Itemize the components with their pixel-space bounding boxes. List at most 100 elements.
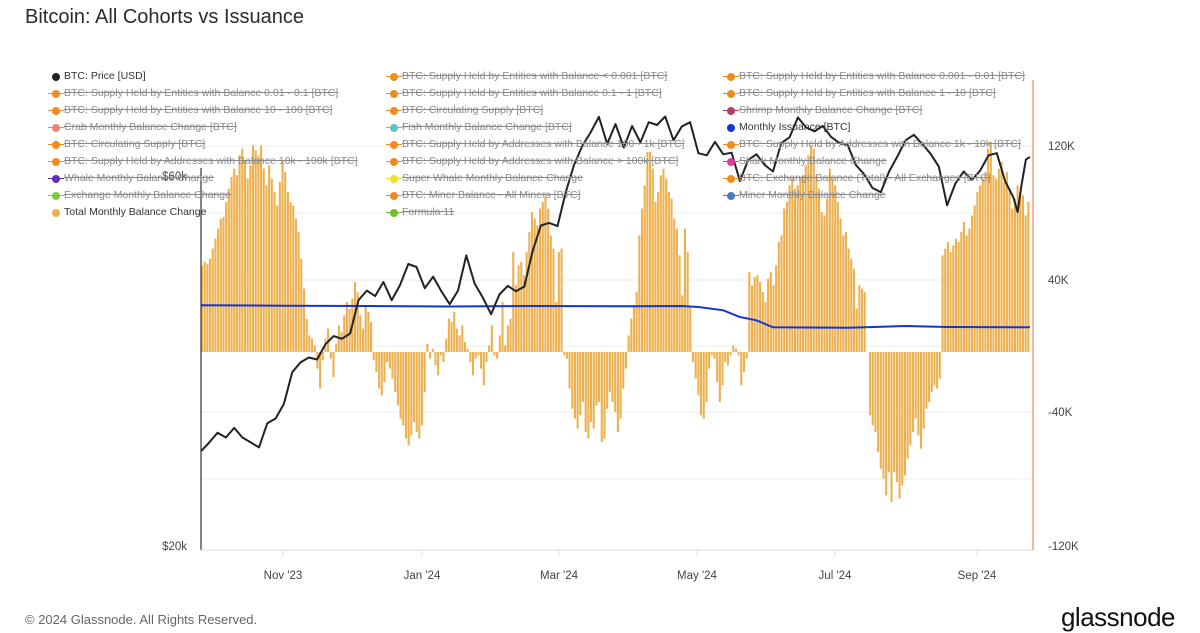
bar bbox=[871, 352, 874, 426]
legend-marker-icon bbox=[723, 174, 739, 183]
bar bbox=[810, 145, 813, 352]
bar bbox=[944, 248, 947, 352]
bar bbox=[691, 352, 695, 362]
legend-item[interactable]: Formula 11 bbox=[386, 204, 684, 221]
bar bbox=[1011, 208, 1014, 352]
legend-marker-icon bbox=[48, 89, 64, 98]
legend-marker-icon bbox=[386, 72, 402, 81]
bar bbox=[348, 308, 351, 352]
legend-item[interactable]: BTC: Supply Held by Addresses with Balan… bbox=[386, 153, 684, 170]
legend-item[interactable]: BTC: Supply Held by Addresses with Balan… bbox=[48, 153, 358, 170]
bar bbox=[533, 218, 536, 352]
bar bbox=[801, 175, 805, 352]
bar bbox=[402, 352, 405, 426]
bar bbox=[294, 218, 297, 352]
bar bbox=[694, 352, 697, 379]
bar bbox=[882, 352, 885, 479]
legend-item[interactable]: BTC: Circulating Supply [BTC] bbox=[48, 136, 358, 153]
bar bbox=[917, 352, 920, 436]
bar bbox=[404, 352, 407, 439]
bar bbox=[238, 155, 241, 352]
bar bbox=[1003, 182, 1006, 352]
legend-marker-icon bbox=[723, 72, 739, 81]
legend-item[interactable]: Exchange Monthly Balance Change bbox=[48, 187, 358, 204]
bar bbox=[426, 343, 429, 352]
bar bbox=[957, 242, 960, 352]
legend-item[interactable]: BTC: Circulating Supply [BTC] bbox=[386, 102, 684, 119]
bar bbox=[665, 178, 668, 352]
x-tick-label: May '24 bbox=[677, 570, 718, 582]
legend-item[interactable]: Fish Monthly Balance Change [BTC] bbox=[386, 119, 684, 136]
bar bbox=[378, 352, 381, 389]
bar bbox=[820, 212, 823, 352]
legend-item[interactable]: BTC: Supply Held by Entities with Balanc… bbox=[723, 68, 1025, 85]
bar bbox=[860, 288, 864, 352]
legend-item[interactable]: Super Whale Monthly Balance Change bbox=[386, 170, 684, 187]
legend-label: Super Whale Monthly Balance Change bbox=[402, 172, 583, 184]
legend-label: BTC: Supply Held by Addresses with Balan… bbox=[402, 138, 685, 150]
bar bbox=[496, 352, 499, 359]
bar bbox=[361, 328, 365, 352]
legend-item[interactable]: Total Monthly Balance Change bbox=[52, 204, 358, 221]
bar bbox=[254, 150, 257, 352]
legend-item[interactable]: Shrimp Monthly Balance Change [BTC] bbox=[723, 102, 1025, 119]
bar bbox=[547, 208, 550, 352]
legend-label: BTC: Supply Held by Entities with Balanc… bbox=[402, 87, 662, 99]
bar bbox=[265, 185, 268, 352]
bar bbox=[925, 352, 928, 409]
legend-item[interactable]: BTC: Supply Held by Entities with Balanc… bbox=[723, 85, 1025, 102]
bar bbox=[989, 142, 992, 352]
right-y-tick-label: 40K bbox=[1048, 275, 1069, 287]
bar bbox=[512, 252, 515, 352]
legend-label: Shark Monthly Balance Change bbox=[739, 155, 887, 167]
bar bbox=[842, 235, 845, 352]
bar bbox=[447, 318, 450, 352]
bar bbox=[257, 155, 260, 352]
bar bbox=[659, 175, 662, 352]
legend-item[interactable]: Shark Monthly Balance Change bbox=[723, 153, 1025, 170]
legend-item[interactable]: Crab Monthly Balance Change [BTC] bbox=[48, 119, 358, 136]
bar bbox=[828, 168, 831, 352]
bar bbox=[375, 352, 378, 372]
bar bbox=[555, 302, 558, 352]
legend-item[interactable]: Miner Monthly Balance Change bbox=[723, 187, 1025, 204]
bar bbox=[938, 352, 941, 379]
legend-marker-icon bbox=[723, 191, 739, 200]
bar bbox=[777, 242, 780, 352]
legend-item[interactable]: Monthly Issuance [BTC] bbox=[727, 119, 1025, 136]
legend-item[interactable]: BTC: Supply Held by Entities with Balanc… bbox=[386, 68, 684, 85]
bar bbox=[549, 235, 552, 352]
bar bbox=[614, 352, 617, 412]
legend-marker-icon bbox=[386, 89, 402, 98]
legend-label: BTC: Supply Held by Entities with Balanc… bbox=[739, 70, 1025, 82]
legend-item[interactable]: BTC: Supply Held by Addresses with Balan… bbox=[386, 136, 685, 153]
bar bbox=[839, 218, 842, 352]
legend-marker-icon bbox=[48, 191, 64, 200]
bar bbox=[1008, 188, 1011, 352]
price-line bbox=[200, 115, 1031, 452]
bar bbox=[340, 332, 343, 352]
bar bbox=[632, 305, 636, 352]
bar bbox=[587, 352, 590, 439]
legend-item[interactable]: BTC: Supply Held by Entities with Balanc… bbox=[48, 85, 358, 102]
legend-label: BTC: Supply Held by Entities with Balanc… bbox=[64, 104, 333, 116]
bar bbox=[608, 352, 611, 392]
legend-item[interactable]: BTC: Price [USD] bbox=[52, 68, 358, 85]
legend-item[interactable]: BTC: Supply Held by Entities with Balanc… bbox=[48, 102, 358, 119]
bar bbox=[297, 232, 300, 352]
legend-label: BTC: Supply Held by Addresses with Balan… bbox=[402, 155, 679, 167]
legend-item[interactable]: BTC: Supply Held by Entities with Balanc… bbox=[386, 85, 684, 102]
legend-item[interactable]: Whale Monthly Balance Change bbox=[48, 170, 358, 187]
legend-item[interactable]: BTC: Miner Balance - All Miners [BTC] bbox=[386, 187, 684, 204]
legend-item[interactable]: BTC: Supply Held by Addresses with Balan… bbox=[723, 136, 1025, 153]
bar bbox=[388, 352, 391, 369]
bar bbox=[592, 352, 595, 429]
bar bbox=[726, 352, 729, 366]
bar bbox=[482, 352, 485, 386]
bar bbox=[544, 195, 547, 352]
bar bbox=[946, 242, 949, 352]
bar bbox=[600, 352, 603, 442]
line-series bbox=[200, 115, 1031, 452]
bar bbox=[643, 185, 646, 352]
legend-item[interactable]: BTC: Exchange Balance (Total) - All Exch… bbox=[723, 170, 1025, 187]
